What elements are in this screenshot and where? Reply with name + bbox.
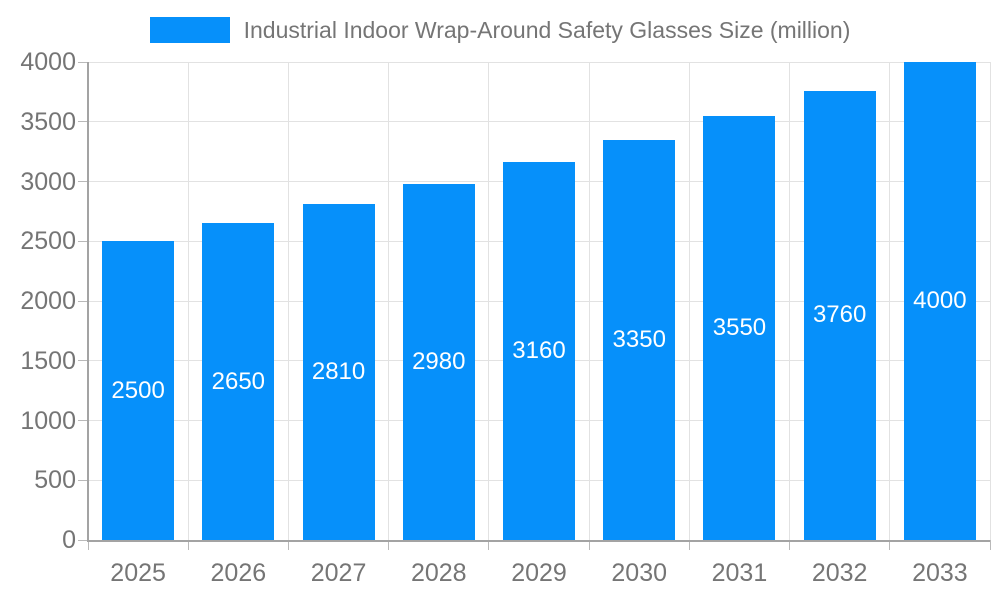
bar-2026[interactable] bbox=[202, 223, 275, 540]
y-axis-tick bbox=[78, 61, 88, 63]
bar-2025[interactable] bbox=[102, 241, 175, 540]
y-axis-line bbox=[87, 62, 89, 542]
x-axis-label: 2026 bbox=[210, 559, 267, 587]
bar-value-label: 3160 bbox=[512, 337, 566, 365]
x-axis-line bbox=[88, 540, 990, 542]
x-axis-label: 2027 bbox=[310, 559, 367, 587]
x-axis-label: 2025 bbox=[110, 559, 166, 587]
y-axis-tick bbox=[78, 420, 88, 421]
y-axis-label: 1000 bbox=[20, 406, 76, 435]
x-axis-tick bbox=[388, 540, 390, 550]
legend-swatch[interactable] bbox=[149, 17, 230, 43]
y-axis-tick bbox=[78, 181, 88, 182]
bar-2027[interactable] bbox=[302, 204, 375, 540]
legend: Industrial Indoor Wrap-Around Safety Gla… bbox=[0, 14, 1000, 46]
y-axis-label: 3000 bbox=[20, 167, 76, 196]
bar-value-label: 3350 bbox=[612, 325, 666, 353]
bar-value-label: 2500 bbox=[111, 376, 165, 404]
bar-value-label: 2650 bbox=[211, 367, 266, 395]
x-axis-label: 2030 bbox=[611, 559, 668, 587]
bar-value-label: 4000 bbox=[913, 287, 967, 314]
x-axis-tick bbox=[287, 540, 289, 550]
gridline-vertical bbox=[488, 62, 490, 540]
x-axis-label: 2033 bbox=[912, 559, 968, 587]
y-axis-tick bbox=[78, 240, 88, 242]
x-axis-tick bbox=[488, 540, 490, 550]
gridline-vertical bbox=[989, 62, 991, 540]
x-axis-tick bbox=[588, 540, 590, 550]
x-axis-tick bbox=[989, 540, 991, 550]
gridline-vertical bbox=[187, 62, 189, 540]
y-axis-label: 4000 bbox=[20, 48, 76, 76]
y-axis-label: 3500 bbox=[20, 107, 76, 136]
bar-value-label: 3760 bbox=[812, 301, 867, 329]
x-axis-label: 2031 bbox=[711, 559, 768, 587]
y-axis-tick bbox=[78, 539, 88, 541]
bar-value-label: 2980 bbox=[412, 347, 466, 375]
y-axis-tick bbox=[78, 360, 88, 362]
legend-label[interactable]: Industrial Indoor Wrap-Around Safety Gla… bbox=[243, 16, 851, 43]
gridline-vertical bbox=[889, 62, 891, 540]
y-axis-label: 2500 bbox=[20, 227, 76, 256]
y-axis-label: 2000 bbox=[20, 287, 76, 315]
y-axis-tick bbox=[78, 479, 88, 481]
x-axis-tick bbox=[187, 540, 189, 550]
x-axis-tick bbox=[889, 540, 891, 550]
bar-2033[interactable] bbox=[903, 62, 976, 540]
x-axis-label: 2029 bbox=[511, 559, 567, 587]
gridline-vertical bbox=[688, 62, 690, 540]
gridline-horizontal bbox=[88, 61, 990, 63]
x-axis-label: 2028 bbox=[410, 559, 467, 587]
x-axis-tick bbox=[789, 540, 791, 550]
x-axis-tick bbox=[87, 540, 89, 550]
bar-value-label: 3550 bbox=[712, 313, 767, 341]
gridline-vertical bbox=[789, 62, 791, 540]
y-axis-label: 1500 bbox=[20, 346, 76, 375]
y-axis-tick bbox=[78, 121, 88, 123]
y-axis-label: 0 bbox=[62, 526, 76, 554]
bar-value-label: 2810 bbox=[311, 358, 366, 386]
bar-2031[interactable] bbox=[703, 115, 776, 540]
gridline-vertical bbox=[287, 62, 289, 540]
bar-2029[interactable] bbox=[503, 162, 575, 540]
gridline-vertical bbox=[588, 62, 590, 540]
gridline-horizontal bbox=[88, 121, 990, 123]
bar-2032[interactable] bbox=[803, 90, 876, 540]
y-axis-tick bbox=[78, 300, 88, 302]
bar-2030[interactable] bbox=[603, 139, 676, 540]
gridline-vertical bbox=[388, 62, 390, 540]
x-axis-label: 2032 bbox=[811, 559, 868, 587]
x-axis-tick bbox=[688, 540, 690, 550]
y-axis-label: 500 bbox=[34, 466, 76, 495]
bar-2028[interactable] bbox=[402, 183, 475, 540]
